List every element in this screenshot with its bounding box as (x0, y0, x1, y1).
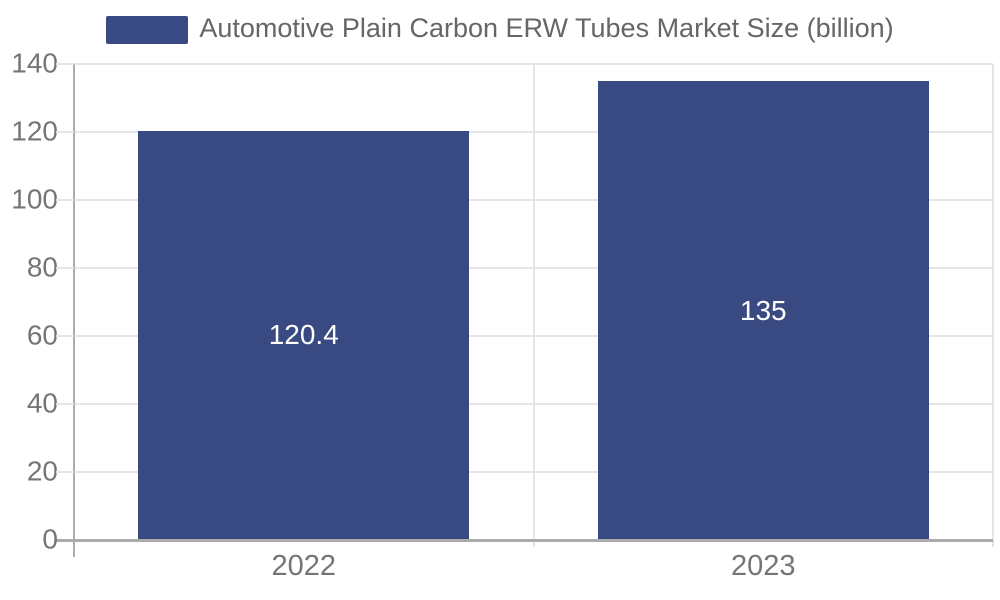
y-axis-tick (56, 63, 74, 65)
y-tick-label: 120 (11, 115, 58, 147)
gridline-v (992, 64, 994, 547)
bar-value-label: 135 (739, 294, 787, 326)
x-axis-line (56, 539, 993, 542)
bar: 135 (597, 81, 929, 540)
y-axis-tick (56, 403, 74, 405)
y-tick-label: 60 (26, 319, 58, 351)
legend-item[interactable]: Automotive Plain Carbon ERW Tubes Market… (0, 15, 1000, 44)
y-axis-tick (56, 131, 74, 133)
y-axis-tick (56, 199, 74, 201)
y-axis-line (73, 64, 75, 557)
x-tick-label: 2023 (730, 550, 796, 582)
y-tick-label: 0 (42, 523, 58, 555)
legend-swatch (106, 15, 189, 44)
y-tick-label: 80 (26, 251, 58, 283)
y-axis-tick (56, 471, 74, 473)
y-tick-label: 100 (11, 183, 58, 215)
y-tick-label: 40 (26, 387, 58, 419)
plot-area: 120.4 135 (56, 63, 994, 557)
legend-label: Automotive Plain Carbon ERW Tubes Market… (199, 13, 894, 43)
bar: 120.4 (138, 130, 470, 540)
y-axis-tick (56, 267, 74, 269)
y-axis-tick (56, 335, 74, 337)
x-tick-label: 2022 (271, 550, 336, 582)
y-tick-label: 20 (26, 455, 58, 487)
y-tick-label: 140 (11, 47, 58, 79)
gridline-v (532, 64, 535, 547)
bar-value-label: 120.4 (268, 319, 339, 351)
